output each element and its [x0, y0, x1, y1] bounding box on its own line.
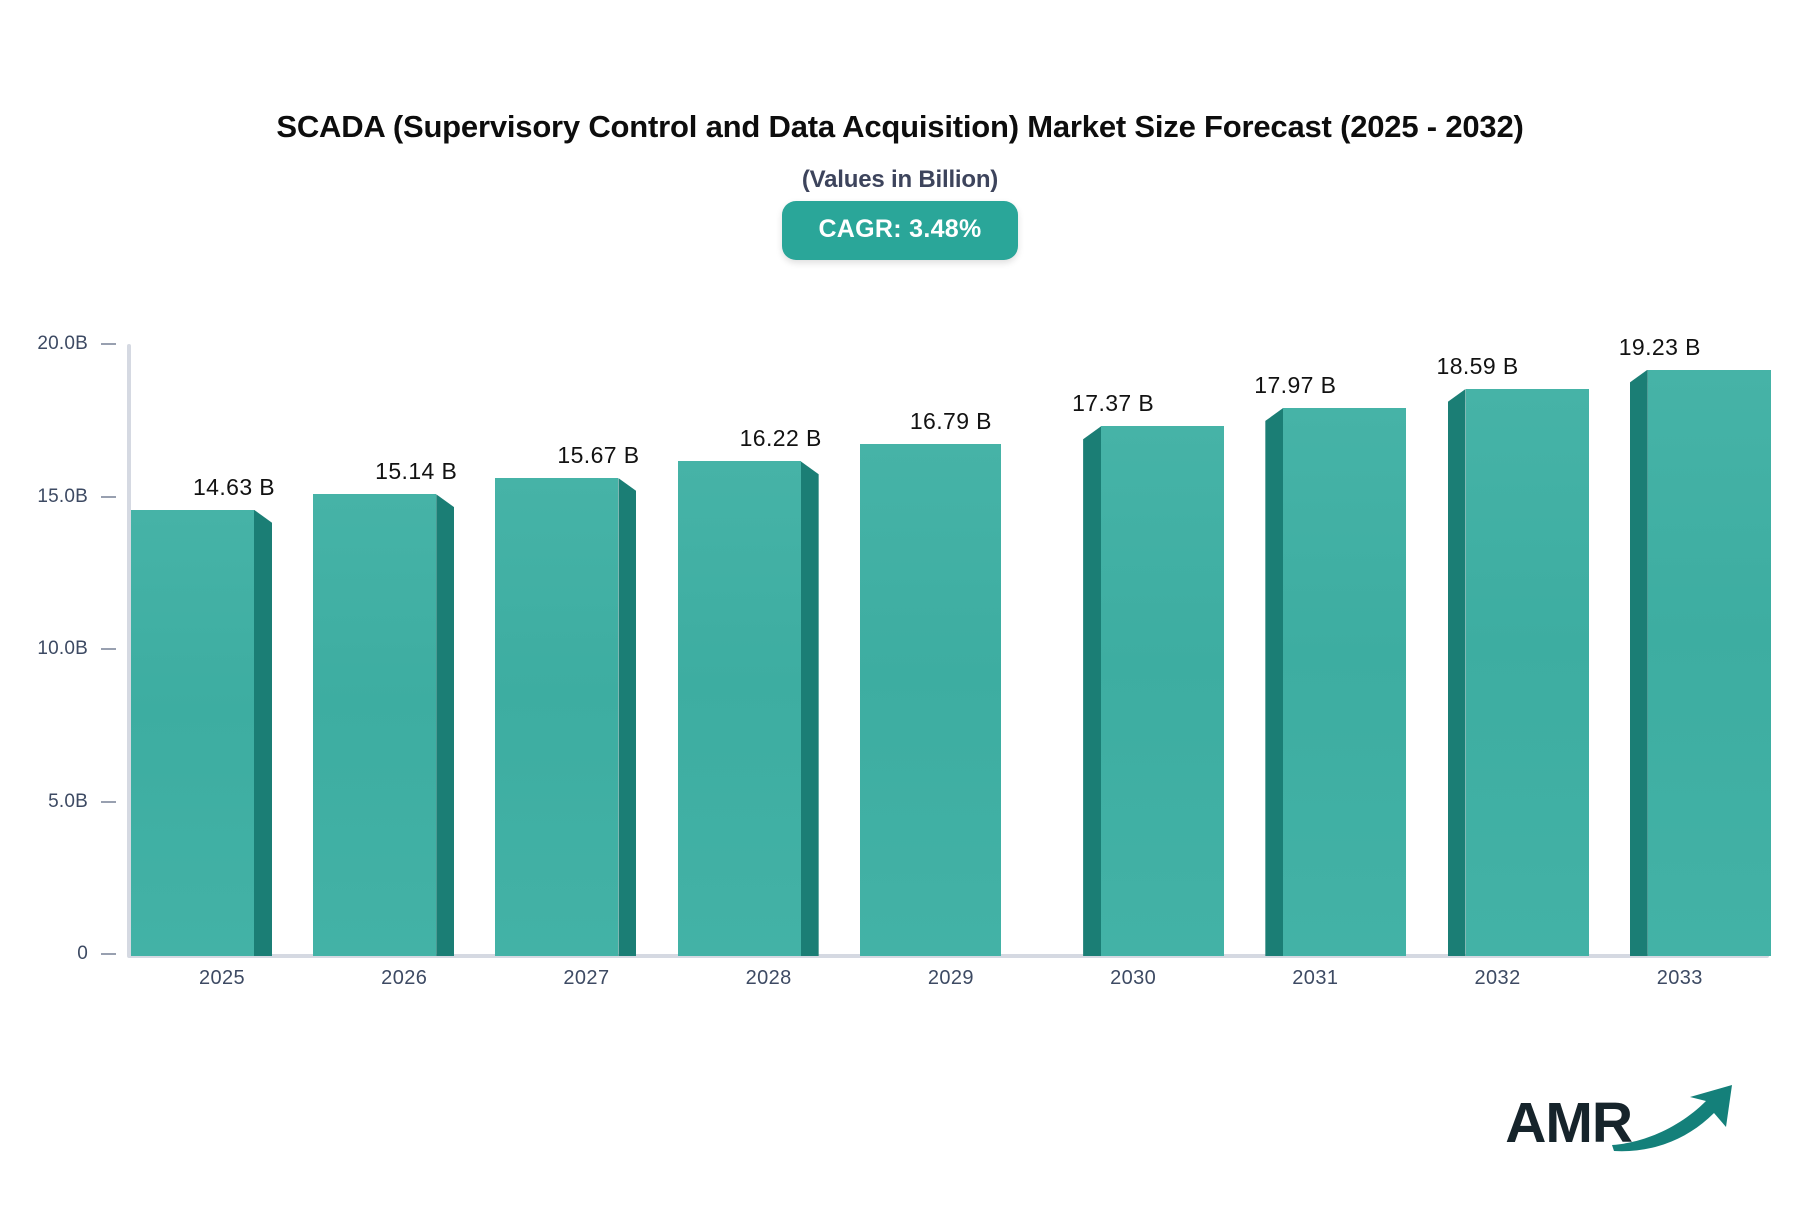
bar-front-face	[313, 494, 437, 956]
y-axis-tick: 0	[0, 943, 127, 964]
bar-front-face	[495, 478, 619, 956]
bar-body	[677, 461, 860, 956]
bar-side-face	[436, 494, 455, 956]
bar-front-face	[1101, 426, 1225, 956]
bar-body	[313, 494, 495, 956]
x-axis-label: 2033	[1656, 967, 1703, 989]
x-axis-label: 2028	[745, 967, 792, 989]
bar-body	[1224, 407, 1407, 956]
bar-front-face	[1283, 407, 1407, 956]
chart-header: SCADA (Supervisory Control and Data Acqu…	[0, 105, 1800, 260]
bar-body	[131, 509, 313, 956]
bar-slot: 18.59 B	[1407, 300, 1589, 956]
bar-value-label: 19.23 B	[1618, 333, 1701, 360]
y-axis-tick-mark	[101, 648, 116, 650]
bar-front-face	[677, 461, 801, 956]
bar-body	[495, 478, 677, 956]
x-axis-label: 2029	[927, 967, 974, 989]
x-axis-line	[127, 954, 1769, 958]
bar-slot: 17.97 B	[1224, 300, 1407, 956]
bar-value-label: 18.59 B	[1436, 353, 1519, 380]
bar-side-face	[254, 509, 272, 956]
amr-logo: AMR	[1505, 1083, 1740, 1152]
x-axis-label: 2031	[1292, 967, 1339, 989]
bar[interactable]: 18.59 B	[1407, 353, 1589, 956]
x-axis-label: 2025	[198, 967, 246, 989]
bar-slot: 19.23 B	[1589, 300, 1771, 956]
y-axis-tick: 10.0B	[0, 638, 127, 659]
y-axis-line	[127, 344, 131, 957]
bar[interactable]: 16.79 B	[859, 408, 1042, 956]
y-axis-tick-label: 5.0B	[48, 790, 88, 812]
bar-slot: 16.79 B	[859, 300, 1042, 956]
logo-text: AMR	[1505, 1091, 1633, 1155]
bar-series: 14.63 B 15.14 B 15.67 B 16.22 B 16.79 B 17.37…	[131, 300, 1771, 956]
bar-value-label: 14.63 B	[192, 473, 276, 500]
y-axis-tick-label: 0	[77, 943, 88, 964]
bar[interactable]: 17.37 B	[1042, 390, 1225, 956]
bar-slot: 15.67 B	[495, 300, 677, 956]
x-axis-label: 2026	[381, 967, 428, 989]
bar-value-label: 17.37 B	[1072, 390, 1155, 417]
y-axis-tick-mark	[101, 800, 116, 803]
bar-body	[1407, 389, 1589, 956]
y-axis-tick-mark	[101, 343, 116, 345]
bar-slot: 15.14 B	[313, 300, 495, 956]
page-title: SCADA (Supervisory Control and Data Acqu…	[276, 109, 1524, 144]
bar-side-face	[1629, 369, 1648, 956]
y-axis-tick: 20.0B	[0, 333, 127, 354]
bar-body	[1042, 426, 1225, 956]
bar-body	[1589, 369, 1771, 956]
bar-slot: 16.22 B	[677, 300, 860, 956]
x-axis-labels: 2025 2026 2027 2028 2029 2030 2031 2032 2033	[131, 967, 1771, 1007]
bar-side-face	[1447, 389, 1466, 956]
bar-value-label: 17.97 B	[1254, 371, 1337, 398]
bar[interactable]: 14.63 B	[131, 474, 313, 956]
bar-side-face	[1265, 407, 1284, 956]
y-axis-tick-mark	[101, 495, 116, 498]
x-axis-label: 2030	[1110, 967, 1157, 989]
bar[interactable]: 17.97 B	[1224, 372, 1407, 956]
y-axis-tick-label: 10.0B	[37, 638, 88, 659]
bar[interactable]: 16.22 B	[677, 425, 860, 956]
bar[interactable]: 19.23 B	[1589, 334, 1771, 956]
bar-front-face	[131, 509, 254, 956]
bar-side-face	[800, 461, 819, 956]
bar-front-face	[1647, 369, 1771, 956]
x-axis-label: 2032	[1474, 967, 1521, 989]
bar-front-face	[859, 443, 1001, 956]
cagr-badge-wrap: CAGR: 3.48%	[0, 200, 1800, 260]
y-axis-tick: 5.0B	[0, 790, 127, 812]
y-axis-tick-label: 15.0B	[37, 485, 88, 507]
x-axis-label: 2027	[563, 967, 610, 989]
growth-arrow-icon	[1610, 1083, 1740, 1158]
bar-value-label: 16.22 B	[739, 425, 822, 452]
chart-subtitle: (Values in Billion)	[801, 165, 999, 193]
y-axis-tick-label: 20.0B	[37, 333, 88, 354]
y-axis-tick: 15.0B	[0, 485, 127, 507]
bar[interactable]: 15.14 B	[313, 458, 495, 956]
bar-value-label: 16.79 B	[909, 407, 992, 434]
bar-side-face	[618, 478, 637, 956]
bar-body	[859, 443, 1042, 956]
bar-value-label: 15.67 B	[557, 442, 640, 469]
bar-front-face	[1465, 389, 1589, 956]
bar-value-label: 15.14 B	[375, 458, 458, 485]
bar-side-face	[1083, 426, 1102, 956]
bar-slot: 14.63 B	[131, 300, 313, 956]
status-badge: CAGR: 3.48%	[782, 200, 1018, 260]
y-axis-tick-mark	[101, 953, 116, 955]
bar[interactable]: 15.67 B	[495, 442, 677, 956]
bar-slot: 17.37 B	[1042, 300, 1225, 956]
